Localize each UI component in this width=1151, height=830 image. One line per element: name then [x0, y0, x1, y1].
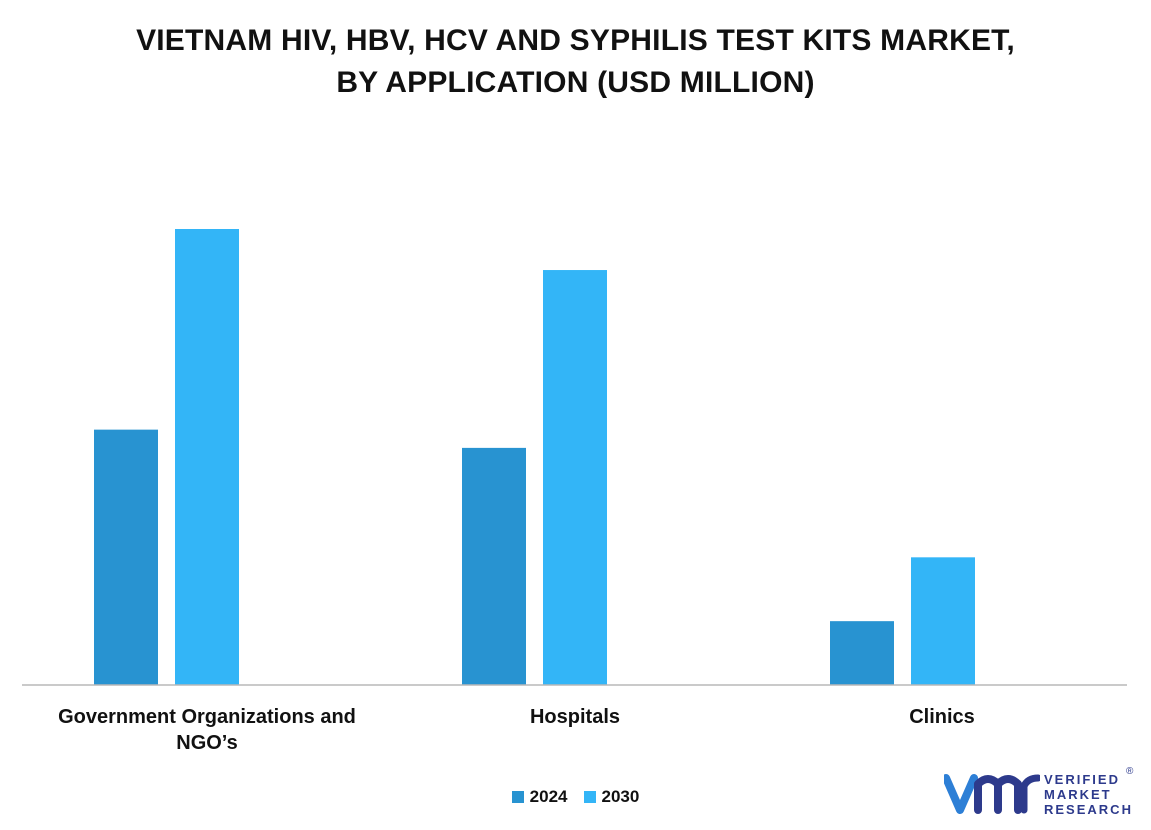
bar-clinics-2030: [911, 557, 975, 685]
chart-title-line1: VIETNAM HIV, HBV, HCV AND SYPHILIS TEST …: [136, 24, 1015, 57]
logo-line2: MARKET: [1044, 787, 1112, 802]
legend-item-2030: 2030: [583, 787, 640, 807]
vmr-logo-text: VERIFIED MARKET RESEARCH: [1044, 772, 1133, 817]
registered-mark: ®: [1126, 766, 1134, 777]
category-label-clinics: Clinics: [909, 706, 975, 728]
verified-market-research-logo: VERIFIED MARKET RESEARCH ®: [942, 766, 1144, 820]
category-label-government: Government Organizations and NGO’s: [37, 704, 377, 756]
bar-hospitals-2024: [462, 447, 526, 685]
bar-government-2024: [94, 429, 158, 685]
legend-swatch-2024: [511, 791, 524, 803]
logo-line3: RESEARCH: [1044, 802, 1133, 817]
bar-chart: [22, 229, 1127, 686]
logo-line1: VERIFIED: [1044, 772, 1120, 787]
vmr-logo-icon: [942, 774, 1042, 814]
legend-label-2024: 2024: [529, 787, 568, 806]
bar-clinics-2024: [830, 621, 894, 685]
category-label-hospitals: Hospitals: [529, 706, 621, 728]
category-label-government-line1: Government Organizations and: [58, 706, 356, 728]
category-label-government-line2: NGO’s: [176, 732, 238, 754]
legend-label-2030: 2030: [601, 787, 640, 806]
bar-government-2030: [175, 229, 239, 685]
chart-title: VIETNAM HIV, HBV, HCV AND SYPHILIS TEST …: [0, 20, 1151, 104]
legend: 2024 2030: [0, 787, 1151, 807]
legend-swatch-2030: [583, 791, 596, 803]
bar-hospitals-2030: [543, 270, 607, 685]
chart-title-line2: BY APPLICATION (USD MILLION): [336, 66, 815, 99]
legend-item-2024: 2024: [511, 787, 568, 807]
